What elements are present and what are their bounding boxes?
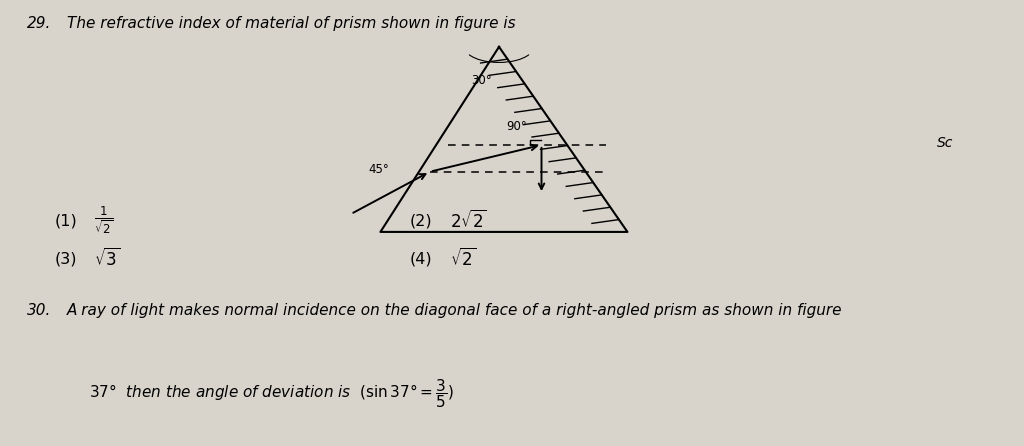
- Text: 29.: 29.: [27, 16, 51, 31]
- Text: Sc: Sc: [937, 136, 953, 150]
- Text: (1): (1): [54, 213, 77, 228]
- Text: 30.: 30.: [27, 303, 51, 318]
- Text: (2): (2): [410, 213, 433, 228]
- Text: 90°: 90°: [507, 120, 527, 133]
- Text: $\sqrt{3}$: $\sqrt{3}$: [94, 248, 120, 270]
- Text: $2\sqrt{2}$: $2\sqrt{2}$: [450, 210, 486, 232]
- Text: A ray of light makes normal incidence on the diagonal face of a right-angled pri: A ray of light makes normal incidence on…: [68, 303, 843, 318]
- Text: (3): (3): [54, 251, 77, 266]
- Text: 45°: 45°: [368, 163, 389, 176]
- Text: $\frac{1}{\sqrt{2}}$: $\frac{1}{\sqrt{2}}$: [94, 205, 113, 236]
- Text: $\sqrt{2}$: $\sqrt{2}$: [450, 248, 476, 270]
- Text: $37°$  then the angle of deviation is  $(\sin 37° = \dfrac{3}{5})$: $37°$ then the angle of deviation is $(\…: [89, 377, 454, 409]
- Text: 30°: 30°: [471, 74, 492, 87]
- Text: The refractive index of material of prism shown in figure is: The refractive index of material of pris…: [68, 16, 516, 31]
- Text: (4): (4): [410, 251, 433, 266]
